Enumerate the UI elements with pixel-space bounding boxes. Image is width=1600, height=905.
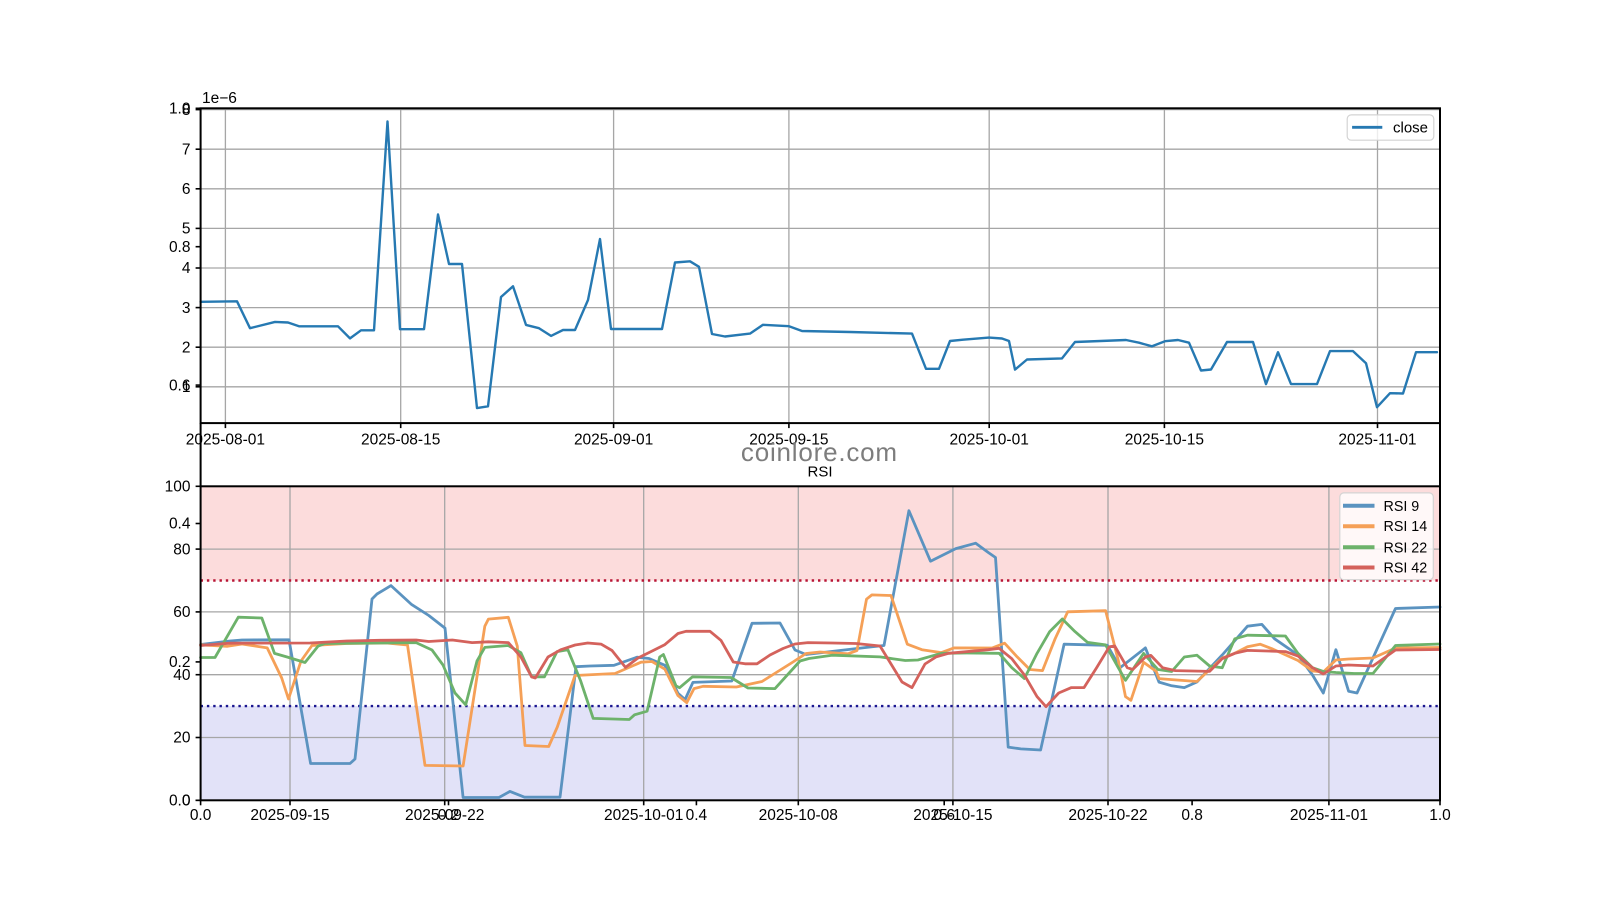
- svg-text:2025-11-01: 2025-11-01: [1338, 432, 1416, 449]
- svg-text:60: 60: [173, 604, 191, 621]
- svg-text:1e−6: 1e−6: [202, 90, 237, 107]
- svg-text:7: 7: [182, 141, 191, 158]
- svg-text:2025-10-01: 2025-10-01: [950, 432, 1029, 449]
- svg-text:2025-09-01: 2025-09-01: [574, 432, 653, 449]
- svg-text:2025-10-15: 2025-10-15: [913, 807, 992, 824]
- svg-text:0: 0: [182, 793, 191, 810]
- svg-text:0.0: 0.0: [190, 807, 212, 824]
- svg-text:1.0: 1.0: [1429, 807, 1451, 824]
- svg-text:4: 4: [182, 260, 191, 277]
- svg-text:2025-10-22: 2025-10-22: [1068, 807, 1147, 824]
- svg-text:0.8: 0.8: [1181, 807, 1203, 824]
- svg-text:0.2: 0.2: [438, 807, 460, 824]
- svg-text:5: 5: [182, 221, 191, 238]
- svg-text:2025-08-01: 2025-08-01: [186, 432, 265, 449]
- svg-text:2025-08-15: 2025-08-15: [361, 432, 440, 449]
- svg-text:2025-10-01: 2025-10-01: [604, 807, 683, 824]
- svg-text:6: 6: [182, 181, 191, 198]
- svg-text:0.6: 0.6: [933, 807, 955, 824]
- svg-text:20: 20: [173, 730, 191, 747]
- svg-text:close: close: [1393, 119, 1428, 136]
- svg-text:1.0: 1.0: [169, 101, 191, 118]
- svg-text:100: 100: [165, 479, 191, 496]
- svg-text:2025-09-15: 2025-09-15: [749, 432, 828, 449]
- svg-text:2025-10-08: 2025-10-08: [759, 807, 838, 824]
- svg-text:RSI 14: RSI 14: [1384, 519, 1428, 535]
- svg-text:0.6: 0.6: [169, 377, 191, 394]
- svg-text:0.4: 0.4: [686, 807, 708, 824]
- svg-text:0.2: 0.2: [169, 654, 191, 671]
- svg-text:0.0: 0.0: [169, 793, 191, 810]
- svg-text:RSI 22: RSI 22: [1384, 540, 1428, 556]
- svg-text:2: 2: [182, 339, 191, 356]
- svg-text:80: 80: [173, 541, 191, 558]
- svg-text:2025-09-15: 2025-09-15: [250, 807, 329, 824]
- svg-text:3: 3: [182, 300, 191, 317]
- svg-text:40: 40: [173, 667, 191, 684]
- svg-text:0.8: 0.8: [169, 239, 191, 256]
- svg-text:2025-11-01: 2025-11-01: [1290, 807, 1368, 824]
- svg-text:0.4: 0.4: [169, 516, 191, 533]
- svg-text:2025-10-15: 2025-10-15: [1125, 432, 1204, 449]
- svg-text:8: 8: [182, 102, 191, 119]
- svg-text:1: 1: [182, 379, 191, 396]
- svg-text:2025-09-22: 2025-09-22: [405, 807, 484, 824]
- svg-text:RSI 9: RSI 9: [1384, 499, 1420, 515]
- svg-text:RSI: RSI: [807, 464, 832, 481]
- svg-text:RSI 42: RSI 42: [1384, 561, 1428, 577]
- svg-text:coinlore.com: coinlore.com: [741, 437, 898, 467]
